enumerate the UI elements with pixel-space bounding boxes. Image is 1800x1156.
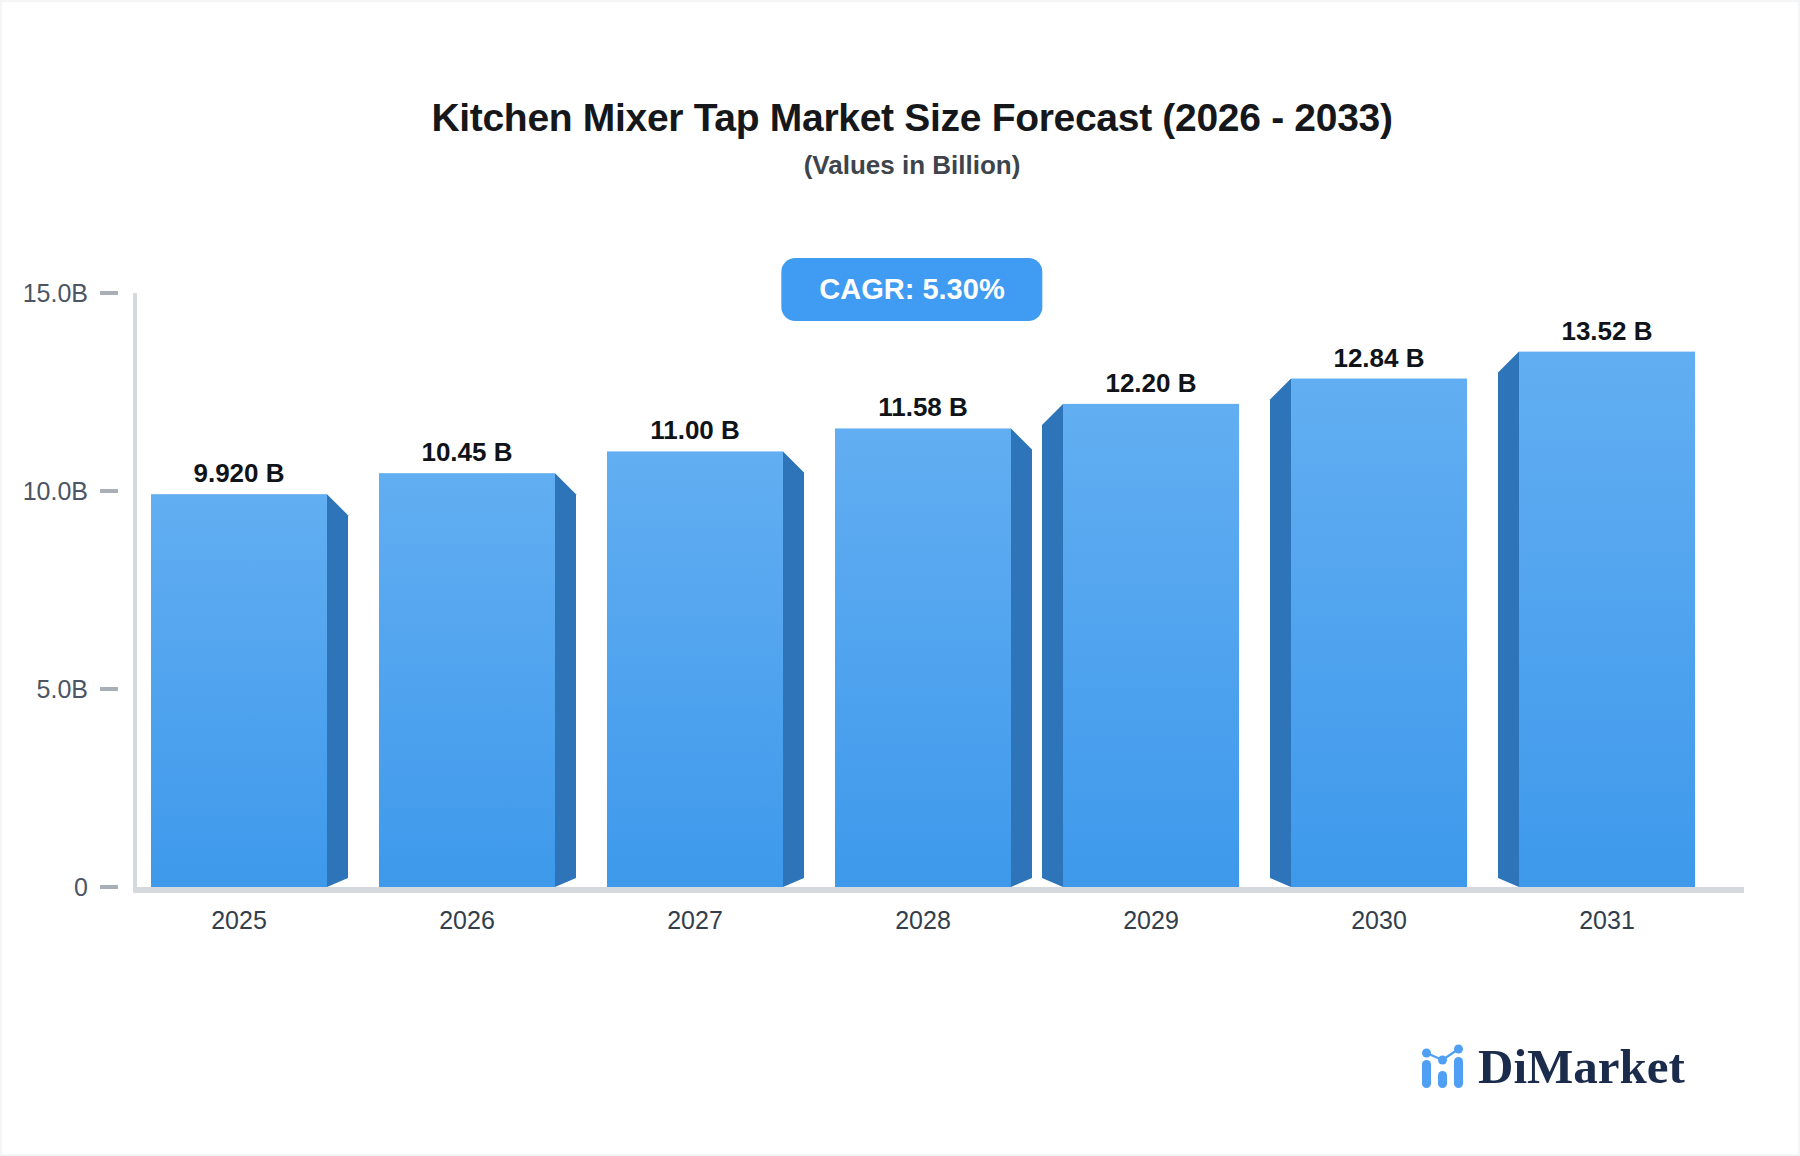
bar-2030[interactable] <box>1270 379 1467 887</box>
bar-2029[interactable] <box>1042 404 1239 887</box>
y-tick-mark <box>100 489 118 493</box>
bar-value-label-2027: 11.00 B <box>650 415 740 445</box>
dimarket-logo[interactable]: DiMarket <box>1422 1042 1685 1091</box>
bar-side-face <box>1011 428 1032 887</box>
bar-value-label-2026: 10.45 B <box>421 437 512 467</box>
bar-value-label-2028: 11.58 B <box>878 392 968 422</box>
y-tick-label-0: 15.0B <box>23 279 88 307</box>
bar-front-face <box>151 494 327 887</box>
y-axis-line <box>133 293 137 887</box>
y-tick-label-1: 10.0B <box>23 477 88 505</box>
logo-dot <box>1438 1055 1447 1064</box>
bar-value-label-2030: 12.84 B <box>1333 343 1424 373</box>
logo-bar <box>1422 1060 1431 1088</box>
bar-side-face <box>783 451 804 887</box>
bar-2025[interactable] <box>151 494 348 887</box>
bar-value-label-2025: 9.920 B <box>193 458 284 488</box>
x-tick-label-2026: 2026 <box>439 906 495 934</box>
bar-side-face <box>1270 379 1291 887</box>
y-tick-label-3: 0 <box>74 873 88 901</box>
bar-value-label-2031: 13.52 B <box>1561 316 1652 346</box>
bar-side-face <box>555 473 576 887</box>
logo-text: DiMarket <box>1478 1042 1685 1091</box>
bar-front-face <box>1291 379 1467 887</box>
bar-2026[interactable] <box>379 473 576 887</box>
y-tick-label-2: 5.0B <box>37 675 88 703</box>
x-axis-line <box>133 887 1744 893</box>
y-tick-mark <box>100 687 118 691</box>
bar-front-face <box>379 473 555 887</box>
x-tick-label-2030: 2030 <box>1351 906 1407 934</box>
bars-group <box>151 352 1695 887</box>
bar-2031[interactable] <box>1498 352 1695 887</box>
bar-side-face <box>327 494 348 887</box>
logo-bar <box>1454 1057 1463 1088</box>
bar-2027[interactable] <box>607 451 804 887</box>
bar-chart: 15.0B 10.0B 5.0B 0 9.920 B 2025 10.45 B 2026 11.… <box>2 2 1800 1156</box>
x-tick-label-2025: 2025 <box>211 906 267 934</box>
x-tick-label-2031: 2031 <box>1579 906 1635 934</box>
x-tick-label-2028: 2028 <box>895 906 951 934</box>
bar-front-face <box>1063 404 1239 887</box>
x-tick-label-2027: 2027 <box>667 906 723 934</box>
y-tick-mark <box>100 885 118 889</box>
bar-front-face <box>835 428 1011 887</box>
logo-dot <box>1454 1044 1463 1053</box>
bar-front-face <box>607 451 783 887</box>
x-tick-label-2029: 2029 <box>1123 906 1179 934</box>
bar-front-face <box>1519 352 1695 887</box>
logo-dot <box>1422 1048 1431 1057</box>
logo-bar <box>1438 1071 1447 1088</box>
bar-value-label-2029: 12.20 B <box>1105 368 1196 398</box>
mini-bar-chart-logo-icon <box>1422 1044 1466 1090</box>
bar-side-face <box>1042 404 1063 887</box>
y-tick-mark <box>100 291 118 295</box>
bar-side-face <box>1498 352 1519 887</box>
chart-page: Kitchen Mixer Tap Market Size Forecast (… <box>0 0 1800 1156</box>
bar-2028[interactable] <box>835 428 1032 887</box>
